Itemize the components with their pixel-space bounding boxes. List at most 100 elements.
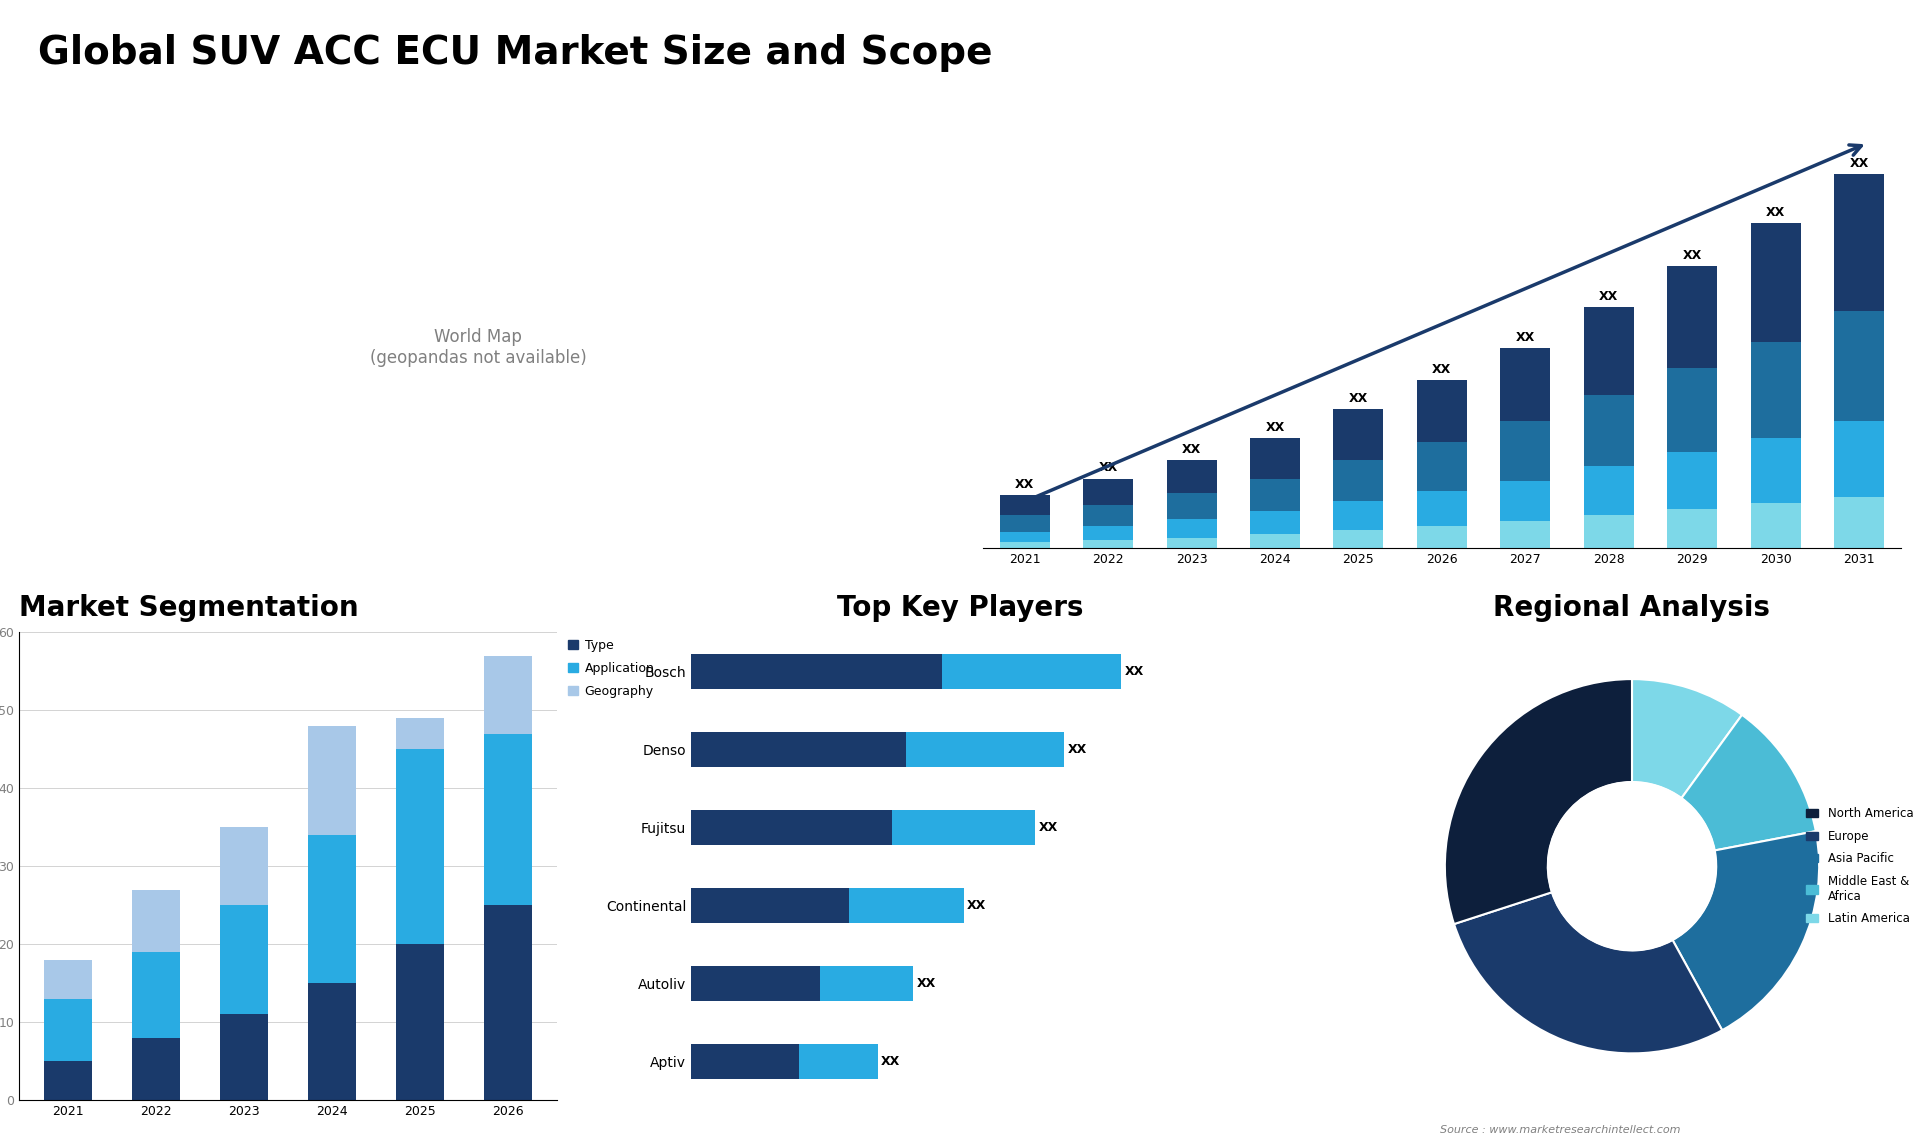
Wedge shape bbox=[1682, 715, 1816, 850]
Bar bbox=[1500, 521, 1549, 548]
Bar bbox=[1167, 537, 1217, 548]
Bar bbox=[484, 733, 532, 905]
Text: XX: XX bbox=[1766, 206, 1786, 219]
Bar bbox=[1417, 490, 1467, 526]
Bar bbox=[219, 905, 269, 1014]
Bar bbox=[1250, 534, 1300, 548]
Bar bbox=[1000, 542, 1050, 548]
Bar bbox=[1667, 509, 1716, 548]
Bar bbox=[396, 719, 444, 749]
Bar bbox=[132, 952, 180, 1038]
Bar bbox=[1417, 380, 1467, 441]
Text: XX: XX bbox=[968, 898, 987, 912]
Text: XX: XX bbox=[1016, 478, 1035, 490]
Bar bbox=[849, 888, 964, 923]
Wedge shape bbox=[1672, 831, 1818, 1030]
Bar bbox=[1834, 422, 1884, 497]
Bar bbox=[1332, 409, 1384, 461]
Bar bbox=[1584, 516, 1634, 548]
Bar bbox=[44, 1061, 92, 1100]
Text: XX: XX bbox=[1599, 290, 1619, 303]
Bar bbox=[893, 809, 1035, 845]
Bar bbox=[1751, 222, 1801, 342]
Text: World Map
(geopandas not available): World Map (geopandas not available) bbox=[371, 328, 586, 367]
Bar bbox=[132, 889, 180, 952]
Bar bbox=[1250, 438, 1300, 479]
Bar bbox=[307, 983, 357, 1100]
Bar bbox=[691, 731, 906, 767]
Bar bbox=[1500, 422, 1549, 480]
Bar bbox=[1751, 503, 1801, 548]
Title: Top Key Players: Top Key Players bbox=[837, 594, 1083, 621]
Text: XX: XX bbox=[1350, 392, 1369, 405]
Bar bbox=[799, 1044, 877, 1078]
Bar bbox=[1584, 466, 1634, 516]
Bar bbox=[307, 725, 357, 835]
Bar bbox=[1083, 505, 1133, 526]
Text: XX: XX bbox=[1068, 743, 1087, 755]
Bar bbox=[1083, 479, 1133, 505]
Text: XX: XX bbox=[1515, 330, 1534, 344]
Bar bbox=[1417, 526, 1467, 548]
Legend: Type, Application, Geography: Type, Application, Geography bbox=[568, 638, 655, 698]
Text: Global SUV ACC ECU Market Size and Scope: Global SUV ACC ECU Market Size and Scope bbox=[38, 34, 993, 72]
Bar bbox=[1500, 347, 1549, 422]
Bar bbox=[1834, 497, 1884, 548]
Text: XX: XX bbox=[1039, 821, 1058, 833]
Bar bbox=[1000, 495, 1050, 516]
Bar bbox=[1751, 438, 1801, 503]
Bar bbox=[44, 960, 92, 999]
Wedge shape bbox=[1632, 680, 1741, 798]
Bar bbox=[1834, 174, 1884, 311]
Text: XX: XX bbox=[1432, 363, 1452, 376]
Circle shape bbox=[1548, 782, 1716, 950]
Bar bbox=[1667, 368, 1716, 452]
Bar bbox=[1332, 529, 1384, 548]
Bar bbox=[1167, 493, 1217, 519]
Bar bbox=[691, 888, 849, 923]
Bar bbox=[1417, 441, 1467, 490]
Bar bbox=[691, 653, 943, 689]
Bar bbox=[1167, 519, 1217, 537]
Text: XX: XX bbox=[918, 976, 937, 990]
Bar bbox=[307, 835, 357, 983]
Text: XX: XX bbox=[1849, 157, 1868, 170]
Title: Regional Analysis: Regional Analysis bbox=[1494, 594, 1770, 621]
Bar bbox=[820, 966, 914, 1000]
Bar bbox=[691, 966, 820, 1000]
Text: XX: XX bbox=[1682, 249, 1701, 261]
Bar bbox=[943, 653, 1121, 689]
Bar bbox=[396, 944, 444, 1100]
Wedge shape bbox=[1446, 680, 1632, 924]
Bar bbox=[1167, 461, 1217, 493]
Bar bbox=[1250, 479, 1300, 511]
Text: XX: XX bbox=[1125, 665, 1144, 677]
Text: XX: XX bbox=[1098, 462, 1117, 474]
Legend: North America, Europe, Asia Pacific, Middle East &
Africa, Latin America: North America, Europe, Asia Pacific, Mid… bbox=[1801, 802, 1918, 929]
Text: XX: XX bbox=[1265, 421, 1284, 433]
Bar bbox=[132, 1038, 180, 1100]
Bar bbox=[484, 905, 532, 1100]
Bar bbox=[691, 1044, 799, 1078]
Text: Market Segmentation: Market Segmentation bbox=[19, 594, 359, 621]
Bar bbox=[1584, 394, 1634, 466]
Bar bbox=[1667, 452, 1716, 509]
Bar bbox=[906, 731, 1064, 767]
Bar bbox=[396, 749, 444, 944]
Bar bbox=[1083, 540, 1133, 548]
Bar bbox=[1250, 511, 1300, 534]
Wedge shape bbox=[1453, 893, 1722, 1053]
Text: XX: XX bbox=[881, 1054, 900, 1068]
Bar bbox=[1751, 342, 1801, 438]
Bar bbox=[1834, 311, 1884, 422]
Bar bbox=[44, 999, 92, 1061]
Bar bbox=[1667, 266, 1716, 368]
Bar bbox=[691, 809, 893, 845]
Bar bbox=[1332, 461, 1384, 501]
Bar bbox=[484, 656, 532, 733]
Bar bbox=[1584, 307, 1634, 394]
Bar bbox=[219, 827, 269, 905]
Bar bbox=[1332, 501, 1384, 529]
Text: Source : www.marketresearchintellect.com: Source : www.marketresearchintellect.com bbox=[1440, 1124, 1680, 1135]
Bar bbox=[1083, 526, 1133, 540]
